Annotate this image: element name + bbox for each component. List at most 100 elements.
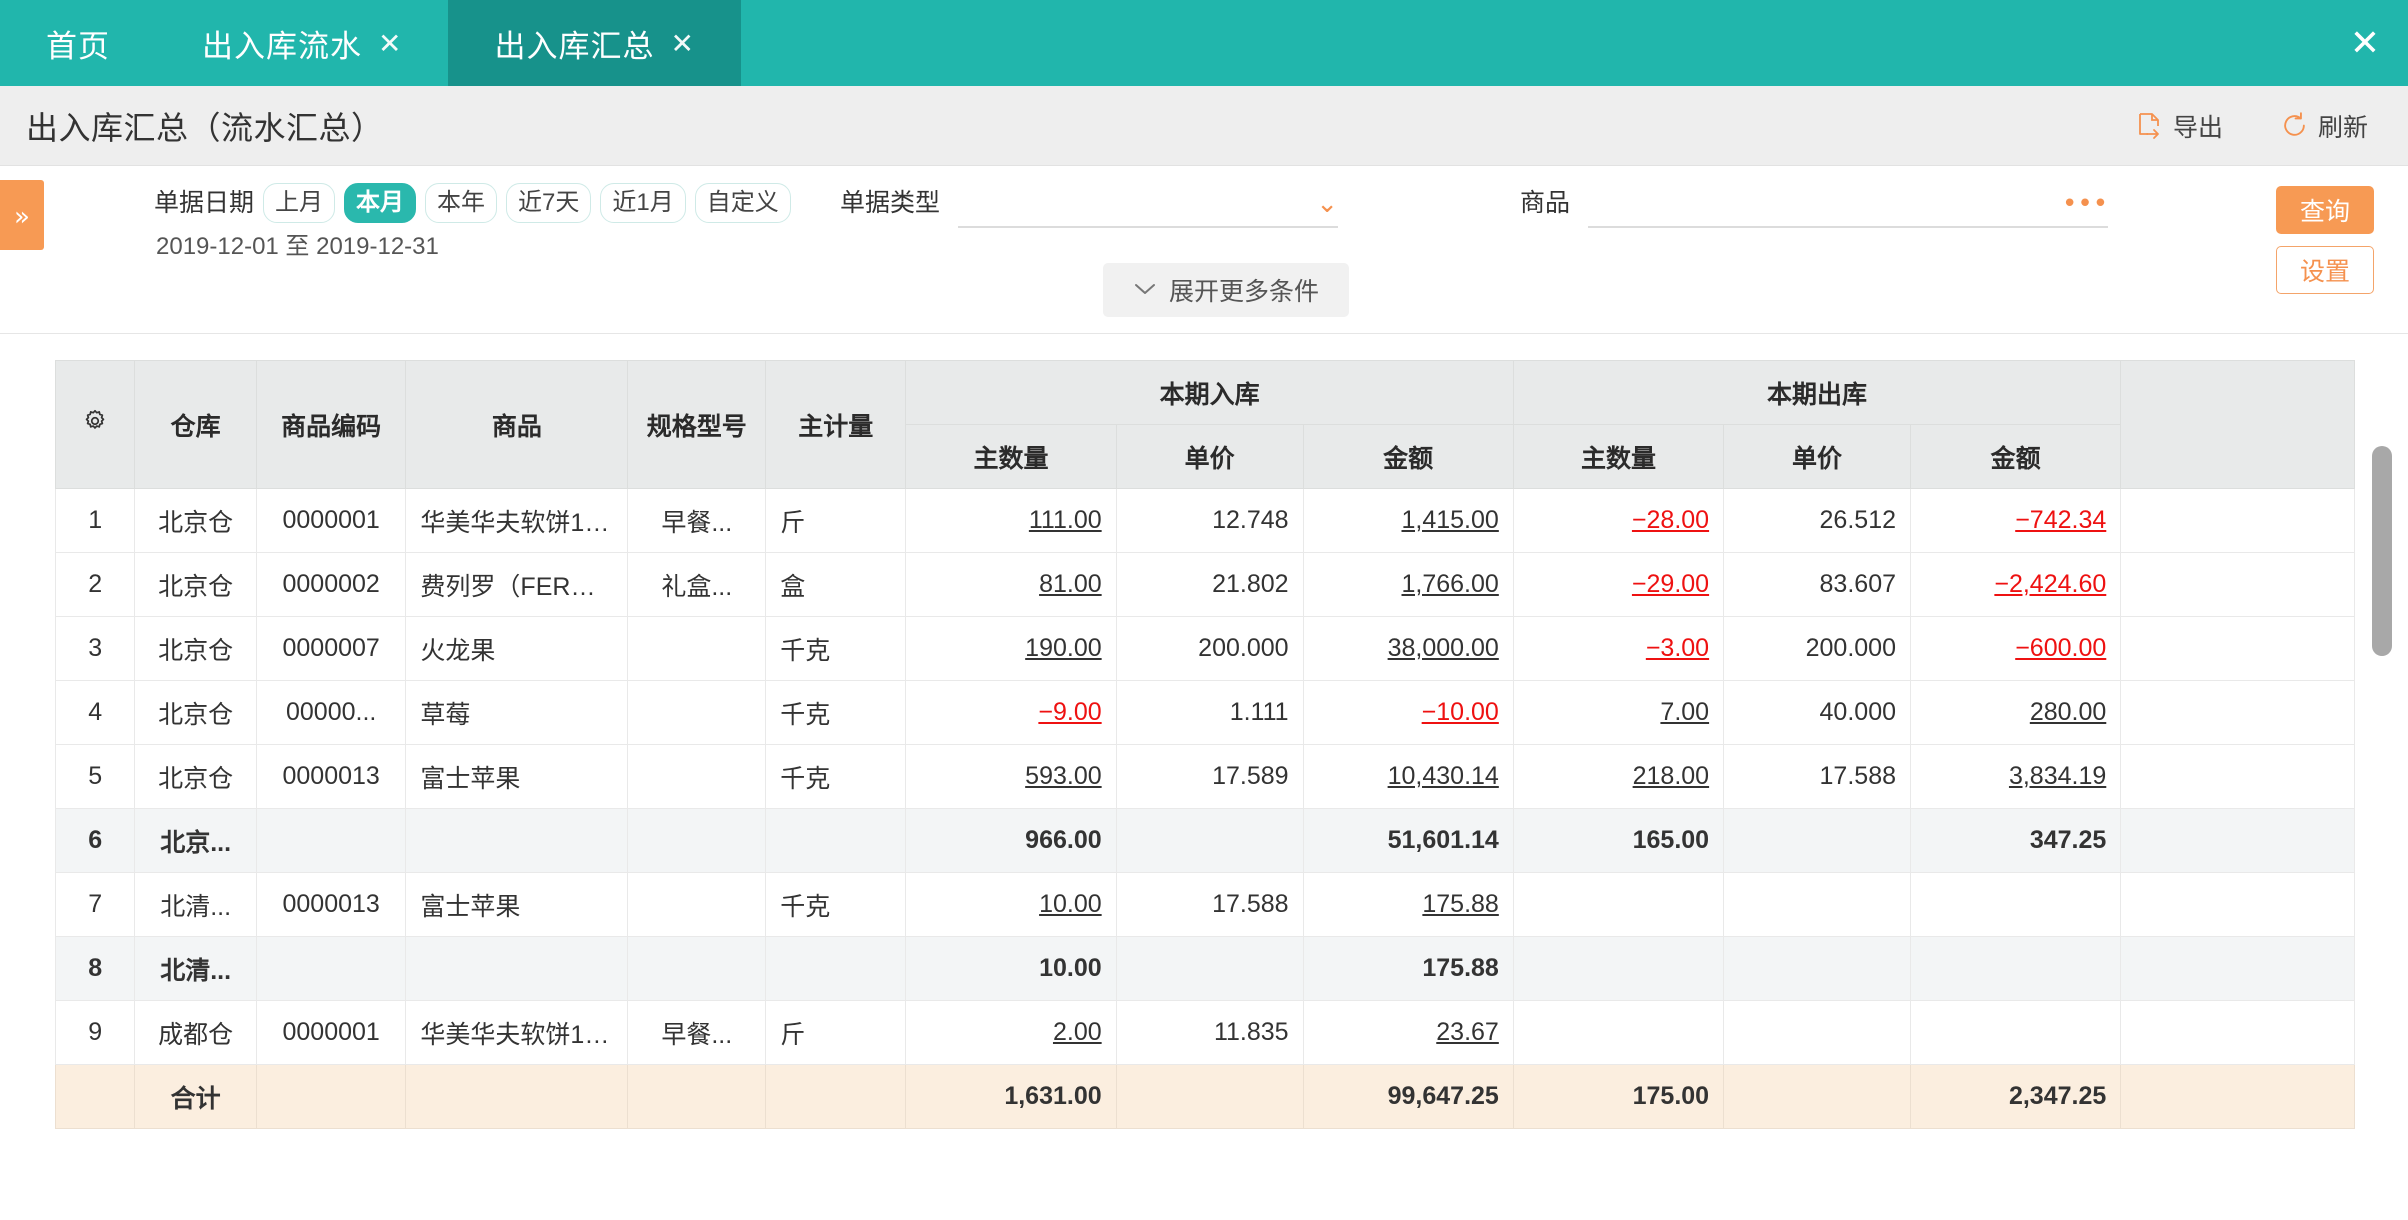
column-header-in-price[interactable]: 单价 [1115,424,1304,489]
cell-in-qty[interactable]: 2.00 [905,1000,1117,1065]
cell-in-qty-value[interactable]: −9.00 [1038,698,1102,726]
table-row[interactable]: 4 北京仓 00000... 草莓 千克 −9.00 1.111 −10.00 7.00 40.0… [54,680,2355,745]
tab-inout-summary[interactable]: 出入库汇总 ✕ [448,0,741,86]
cell-out-amount[interactable]: −600.00 [1909,616,2122,681]
collapse-filter-button[interactable]: » [0,180,44,250]
date-chip-last-month[interactable]: 上月 [263,183,336,223]
doc-type-input[interactable]: ⌄ [958,182,1339,228]
expand-more-conditions-button[interactable]: 展开更多条件 [1102,263,1349,317]
cell-filler [2120,552,2355,617]
cell-in-amount[interactable]: 38,000.00 [1302,616,1514,681]
cell-in-price: 1.111 [1115,680,1304,745]
cell-in-amount[interactable]: 1,415.00 [1302,488,1514,553]
cell-out-amount[interactable]: 3,834.19 [1909,744,2122,809]
cell-in-amount-value[interactable]: 1,415.00 [1401,506,1499,534]
column-header-goods[interactable]: 商品 [405,360,629,489]
cell-out-qty[interactable]: −3.00 [1512,616,1725,681]
close-icon[interactable]: ✕ [670,26,695,60]
date-chip-this-month[interactable]: 本月 [344,183,417,223]
cell-in-qty-value[interactable]: 81.00 [1039,570,1102,598]
cell-out-amount-value[interactable]: −600.00 [2015,634,2107,662]
goods-input[interactable]: ••• [1588,182,2109,228]
tab-home[interactable]: 首页 [0,0,156,86]
cell-out-qty-value[interactable]: −29.00 [1631,570,1710,598]
cell-out-amount-value[interactable]: 3,834.19 [2008,762,2107,790]
cell-in-amount-value[interactable]: 10,430.14 [1387,762,1499,790]
column-header-warehouse[interactable]: 仓库 [134,360,257,489]
cell-out-qty[interactable]: 7.00 [1512,680,1725,745]
table-row[interactable]: 9 成都仓 0000001 华美华夫软饼12... 早餐... 斤 2.00 11.835 23… [54,1000,2355,1065]
cell-out-amount[interactable]: −742.34 [1909,488,2122,553]
cell-in-amount-value[interactable]: 1,766.00 [1401,570,1499,598]
column-header-spec[interactable]: 规格型号 [627,360,767,489]
cell-out-amount-value[interactable]: 280.00 [2029,698,2107,726]
column-header-unit[interactable]: 主计量 [765,360,907,489]
chevron-down-icon[interactable]: ⌄ [1316,189,1339,219]
table-row[interactable]: 3 北京仓 0000007 火龙果 千克 190.00 200.000 38,000.00 −3… [54,616,2355,681]
cell-out-amount[interactable]: 280.00 [1909,680,2122,745]
cell-in-amount[interactable]: 10,430.14 [1302,744,1514,809]
cell-out-qty-value[interactable]: −28.00 [1631,506,1710,534]
table-row[interactable]: 5 北京仓 0000013 富士苹果 千克 593.00 17.589 10,430.14 21… [54,744,2355,809]
cell-in-qty-value[interactable]: 10.00 [1039,890,1102,918]
cell-in-qty[interactable]: 190.00 [905,616,1117,681]
cell-in-amount-value[interactable]: 23.67 [1436,1018,1499,1046]
cell-out-qty-value[interactable]: 218.00 [1632,762,1710,790]
cell-in-amount-value[interactable]: 175.88 [1422,890,1499,918]
cell-in-qty-value[interactable]: 190.00 [1025,634,1102,662]
ellipsis-icon[interactable]: ••• [2062,189,2109,219]
tab-inout-flow[interactable]: 出入库流水 ✕ [156,0,448,86]
cell-in-amount[interactable]: 1,766.00 [1302,552,1514,617]
cell-in-amount[interactable]: −10.00 [1302,680,1514,745]
table-subtotal-row[interactable]: 6 北京... 966.00 51,601.14 165.00 347.25 [54,808,2355,873]
column-header-goods-code[interactable]: 商品编码 [255,360,407,489]
date-chip-this-year[interactable]: 本年 [425,183,498,223]
date-chip-custom[interactable]: 自定义 [694,183,791,223]
cell-in-amount-value[interactable]: −10.00 [1421,698,1499,726]
query-button[interactable]: 查询 [2276,186,2374,234]
table-row[interactable]: 1 北京仓 0000001 华美华夫软饼12... 早餐... 斤 111.00 12.748… [54,488,2355,553]
column-header-in-amount[interactable]: 金额 [1302,424,1514,489]
cell-out-amount-value[interactable]: −742.34 [2015,506,2107,534]
date-chip-last-7-days[interactable]: 近7天 [506,183,592,223]
cell-out-qty[interactable]: 218.00 [1512,744,1725,809]
column-header-in-qty[interactable]: 主数量 [905,424,1117,489]
cell-out-qty-value[interactable]: 7.00 [1660,698,1710,726]
cell-in-amount[interactable]: 175.88 [1302,872,1514,937]
date-chip-last-1-month[interactable]: 近1月 [600,183,686,223]
column-header-out-amount[interactable]: 金额 [1909,424,2122,489]
table-row[interactable]: 2 北京仓 0000002 费列罗（FERRE... 礼盒... 盒 81.00 21.802… [54,552,2355,617]
cell-out-qty[interactable]: −29.00 [1512,552,1725,617]
cell-in-qty[interactable]: 593.00 [905,744,1117,809]
cell-in-amount-value[interactable]: 38,000.00 [1387,634,1499,662]
cell-out-amount[interactable]: −2,424.60 [1909,552,2122,617]
refresh-button[interactable]: 刷新 [2281,108,2368,144]
table-vertical-scrollbar[interactable] [2372,446,2392,1106]
column-header-out-price[interactable]: 单价 [1723,424,1911,489]
date-range-text[interactable]: 2019-12-01 至 2019-12-31 [156,233,439,260]
export-button[interactable]: 导出 [2137,108,2223,144]
cell-in-amount[interactable]: 23.67 [1302,1000,1514,1065]
scrollbar-thumb[interactable] [2372,446,2392,656]
cell-out-qty[interactable]: −28.00 [1512,488,1725,553]
close-icon[interactable]: ✕ [378,26,403,60]
column-settings-button[interactable] [54,360,136,489]
table-total-row[interactable]: 合计 1,631.00 99,647.25 175.00 2,347.25 [54,1064,2355,1129]
cell-in-qty-value[interactable]: 2.00 [1052,1018,1102,1046]
cell-in-qty[interactable]: 10.00 [905,872,1117,937]
settings-button[interactable]: 设置 [2276,246,2374,294]
cell-in-qty-value[interactable]: 111.00 [1028,506,1102,534]
cell-out-amount-value[interactable]: −2,424.60 [1994,570,2107,598]
cell-in-qty[interactable]: 81.00 [905,552,1117,617]
cell-out-price: 40.000 [1723,680,1911,745]
cell-out-qty-value[interactable]: −3.00 [1645,634,1710,662]
close-all-tabs-icon[interactable]: ✕ [2349,22,2381,64]
tab-label: 出入库流水 [202,28,362,64]
column-header-out-qty[interactable]: 主数量 [1512,424,1725,489]
cell-unit-value: 千克 [780,700,831,729]
cell-in-qty-value[interactable]: 593.00 [1025,762,1102,790]
table-subtotal-row[interactable]: 8 北清... 10.00 175.88 [54,936,2355,1001]
table-row[interactable]: 7 北清... 0000013 富士苹果 千克 10.00 17.588 175.88 [54,872,2355,937]
cell-in-qty[interactable]: 111.00 [905,488,1117,553]
cell-in-qty[interactable]: −9.00 [905,680,1117,745]
